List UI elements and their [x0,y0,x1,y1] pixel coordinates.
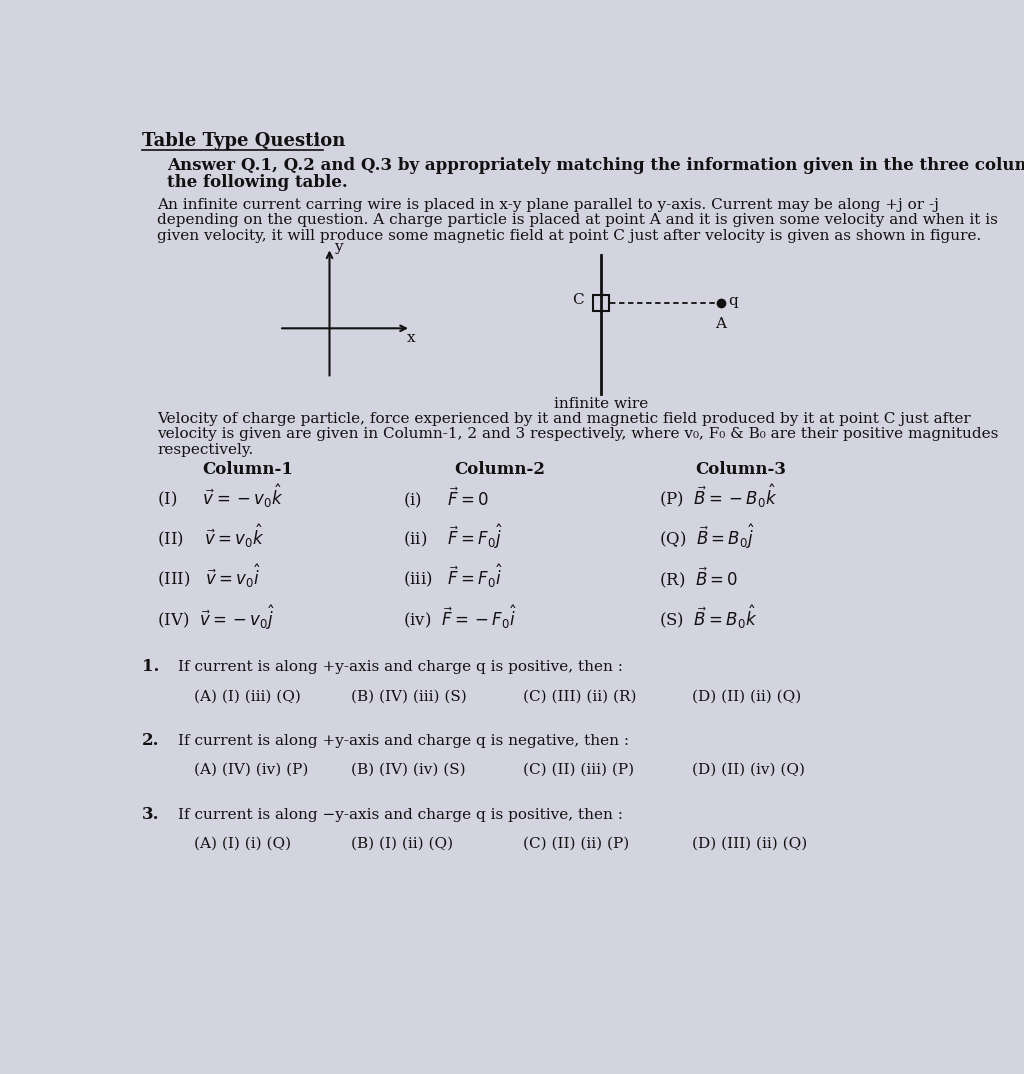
Text: If current is along +y-axis and charge q is negative, then :: If current is along +y-axis and charge q… [178,734,630,748]
Text: given velocity, it will produce some magnetic field at point C just after veloci: given velocity, it will produce some mag… [158,229,982,243]
Text: An infinite current carring wire is placed in x-y plane parallel to y-axis. Curr: An infinite current carring wire is plac… [158,198,939,212]
Text: (I)     $\vec{v} = -v_0\hat{k}$: (I) $\vec{v} = -v_0\hat{k}$ [158,483,284,510]
Text: Velocity of charge particle, force experienced by it and magnetic field produced: Velocity of charge particle, force exper… [158,412,971,426]
Text: (II)    $\vec{v} = v_0\hat{k}$: (II) $\vec{v} = v_0\hat{k}$ [158,523,265,551]
Text: the following table.: the following table. [167,174,347,191]
Text: respectively.: respectively. [158,442,254,456]
Text: (R)  $\vec{B} = 0$: (R) $\vec{B} = 0$ [658,565,738,590]
Text: (A) (I) (i) (Q): (A) (I) (i) (Q) [194,837,291,851]
Text: (D) (II) (iv) (Q): (D) (II) (iv) (Q) [692,764,805,778]
Text: (A) (IV) (iv) (P): (A) (IV) (iv) (P) [194,764,308,778]
Text: (B) (IV) (iii) (S): (B) (IV) (iii) (S) [351,690,467,703]
Text: A: A [716,317,726,331]
Text: velocity is given are given in Column-1, 2 and 3 respectively, where v₀, F₀ & B₀: velocity is given are given in Column-1,… [158,427,998,441]
Text: 3.: 3. [142,806,160,823]
Text: Column-3: Column-3 [694,461,785,478]
Text: (C) (III) (ii) (R): (C) (III) (ii) (R) [523,690,637,703]
Text: (B) (I) (ii) (Q): (B) (I) (ii) (Q) [351,837,454,851]
Text: (D) (II) (ii) (Q): (D) (II) (ii) (Q) [692,690,802,703]
Text: (A) (I) (iii) (Q): (A) (I) (iii) (Q) [194,690,301,703]
Text: Answer Q.1, Q.2 and Q.3 by appropriately matching the information given in the t: Answer Q.1, Q.2 and Q.3 by appropriately… [167,158,1024,174]
Text: (iii)   $\vec{F} = F_0\hat{i}$: (iii) $\vec{F} = F_0\hat{i}$ [403,563,503,591]
Text: If current is along −y-axis and charge q is positive, then :: If current is along −y-axis and charge q… [178,808,624,822]
Text: (C) (II) (ii) (P): (C) (II) (ii) (P) [523,837,630,851]
Text: 1.: 1. [142,658,160,674]
Text: Column-1: Column-1 [203,461,294,478]
Text: (i)     $\vec{F} = 0$: (i) $\vec{F} = 0$ [403,485,489,510]
Text: (IV)  $\vec{v} = -v_0\hat{j}$: (IV) $\vec{v} = -v_0\hat{j}$ [158,603,275,632]
Text: Table Type Question: Table Type Question [142,132,345,149]
Text: If current is along +y-axis and charge q is positive, then :: If current is along +y-axis and charge q… [178,659,624,674]
Text: infinite wire: infinite wire [554,396,648,410]
Text: y: y [334,241,343,255]
Text: 2.: 2. [142,731,160,749]
Text: Column-2: Column-2 [455,461,546,478]
Text: (S)  $\vec{B} = B_0\hat{k}$: (S) $\vec{B} = B_0\hat{k}$ [658,603,757,630]
Text: C: C [572,293,584,307]
Text: (Q)  $\vec{B} = B_0\hat{j}$: (Q) $\vec{B} = B_0\hat{j}$ [658,523,755,551]
Text: depending on the question. A charge particle is placed at point A and it is give: depending on the question. A charge part… [158,214,998,228]
Text: (B) (IV) (iv) (S): (B) (IV) (iv) (S) [351,764,466,778]
Text: q: q [729,294,738,308]
Text: (D) (III) (ii) (Q): (D) (III) (ii) (Q) [692,837,808,851]
Text: (ii)    $\vec{F} = F_0\hat{j}$: (ii) $\vec{F} = F_0\hat{j}$ [403,523,503,551]
Text: (C) (II) (iii) (P): (C) (II) (iii) (P) [523,764,635,778]
Text: (P)  $\vec{B} = -B_0\hat{k}$: (P) $\vec{B} = -B_0\hat{k}$ [658,483,777,510]
Text: x: x [407,331,416,345]
Bar [593,295,608,310]
Text: (III)   $\vec{v} = v_0\hat{i}$: (III) $\vec{v} = v_0\hat{i}$ [158,563,261,591]
Text: (iv)  $\vec{F} = -F_0\hat{i}$: (iv) $\vec{F} = -F_0\hat{i}$ [403,603,516,630]
